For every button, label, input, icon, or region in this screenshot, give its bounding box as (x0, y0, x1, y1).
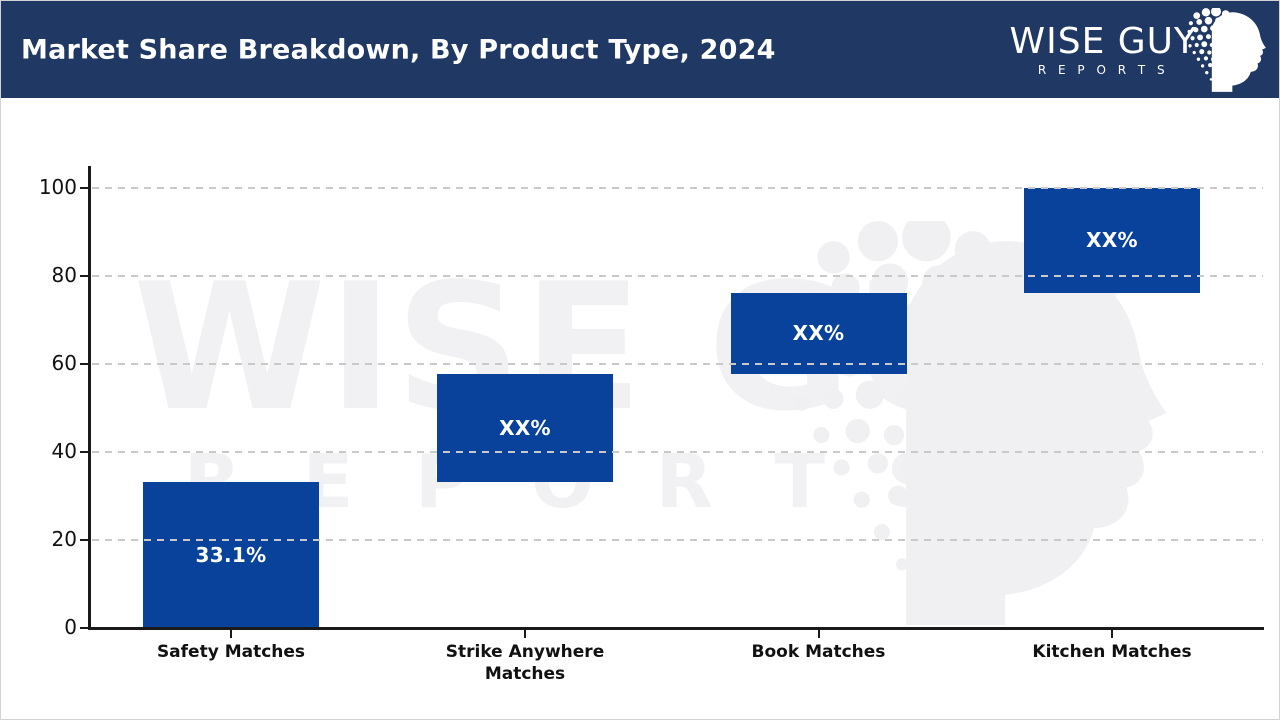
y-tick-label: 0 (64, 615, 77, 639)
gridline (92, 275, 1263, 277)
y-tick-label: 60 (51, 351, 77, 375)
y-axis-spine (88, 166, 91, 630)
y-tick-mark (80, 275, 89, 277)
y-tick-mark (80, 451, 89, 453)
y-tick-label: 100 (38, 175, 77, 199)
head-profile-logo-icon (1187, 8, 1266, 92)
y-tick-mark (80, 363, 89, 365)
gridline (92, 363, 1263, 365)
gridline (92, 451, 1263, 453)
wise-guy-logo: WISE GUY R E P O R T S (1010, 5, 1274, 95)
x-tick-mark (817, 630, 820, 638)
logo-subtitle: R E P O R T S (1037, 62, 1169, 77)
bar-kitchen-matches: XX% (1024, 188, 1200, 293)
y-tick-label: 20 (51, 527, 77, 551)
x-category-label: Book Matches (751, 642, 886, 662)
x-tick-mark (1111, 630, 1113, 638)
x-tick-mark (524, 630, 526, 638)
gridline (92, 187, 1263, 189)
x-axis-spine (88, 627, 1264, 630)
y-tick-label: 40 (51, 439, 77, 463)
gridline (92, 539, 1263, 541)
y-tick-label: 80 (51, 263, 77, 287)
bar-strike-anywhere-matches: XX% (437, 373, 613, 483)
bar-safety-matches: 33.1% (143, 482, 319, 628)
bar-value-label: 33.1% (195, 543, 267, 568)
y-tick-mark (80, 187, 89, 189)
x-category-label: Strike Anywhere Matches (445, 642, 605, 685)
x-tick-mark (230, 630, 232, 638)
page-title: Market Share Breakdown, By Product Type,… (21, 34, 776, 65)
bar-value-label: XX% (499, 416, 551, 440)
x-category-label: Safety Matches (156, 642, 306, 662)
header-bar: Market Share Breakdown, By Product Type,… (1, 1, 1279, 98)
y-tick-mark (80, 627, 89, 629)
logo-text: WISE GUY R E P O R T S (1009, 20, 1198, 77)
bar-value-label: XX% (792, 321, 845, 346)
bar-value-label: XX% (1086, 228, 1138, 253)
x-category-label: Kitchen Matches (1032, 642, 1192, 662)
bar-book-matches: XX% (730, 292, 907, 374)
logo-name: WISE GUY (1009, 20, 1197, 62)
y-tick-mark (80, 539, 89, 541)
